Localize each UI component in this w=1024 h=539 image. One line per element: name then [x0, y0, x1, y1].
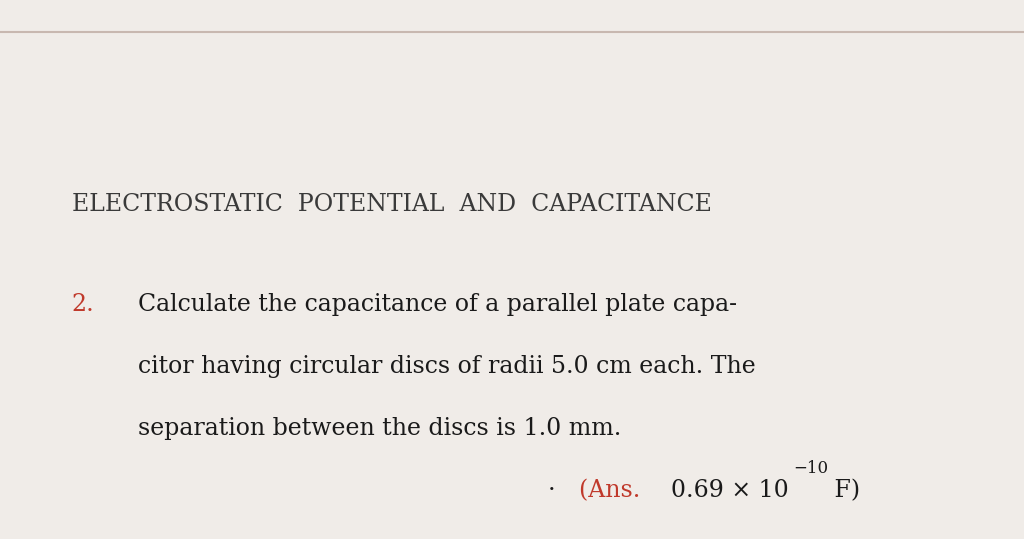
Text: citor having circular discs of radii 5.0 cm each. The: citor having circular discs of radii 5.0… — [138, 355, 756, 378]
Text: separation between the discs is 1.0 mm.: separation between the discs is 1.0 mm. — [138, 417, 622, 440]
Text: −10: −10 — [794, 460, 828, 478]
Text: 2.: 2. — [72, 293, 94, 316]
Text: ELECTROSTATIC  POTENTIAL  AND  CAPACITANCE: ELECTROSTATIC POTENTIAL AND CAPACITANCE — [72, 194, 712, 216]
Text: Calculate the capacitance of a parallel plate capa-: Calculate the capacitance of a parallel … — [138, 293, 737, 316]
Text: (Ans.: (Ans. — [579, 479, 647, 502]
Text: F): F) — [827, 479, 860, 502]
Text: ·: · — [548, 479, 555, 502]
Text: 0.69 × 10: 0.69 × 10 — [671, 479, 788, 502]
